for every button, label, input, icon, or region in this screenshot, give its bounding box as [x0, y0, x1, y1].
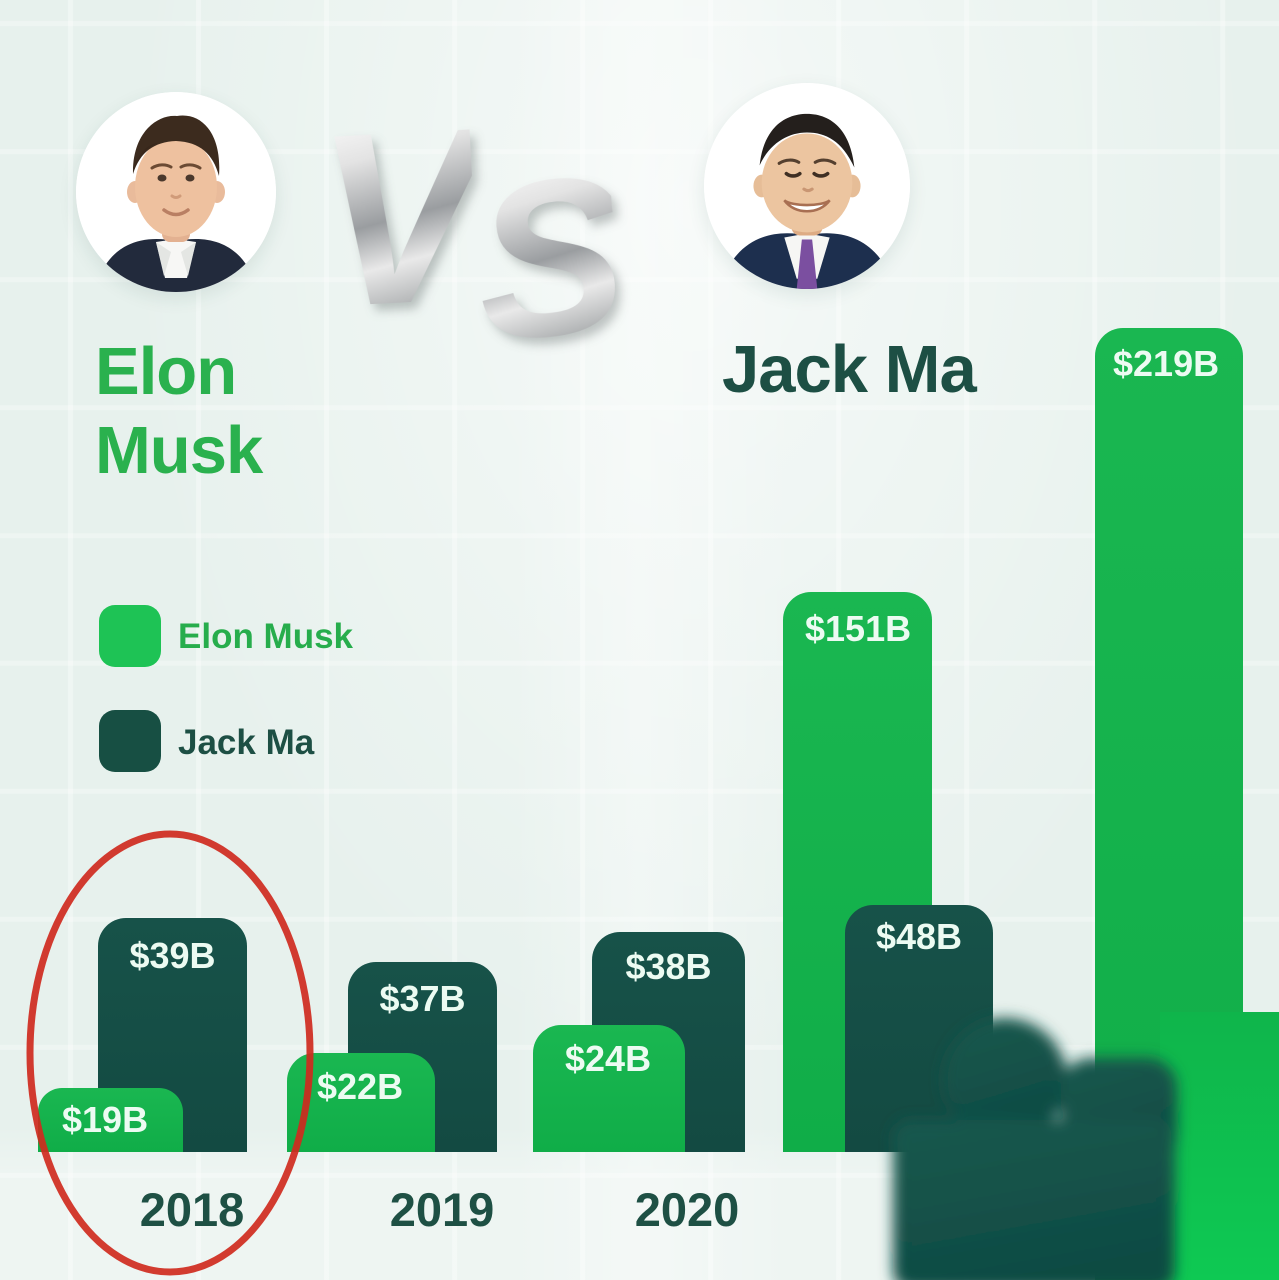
bar-value-label: $37B: [379, 978, 466, 1019]
jack-name: Jack Ma: [722, 332, 977, 407]
legend-swatch-elon: [99, 605, 161, 667]
bar-jack-2018: $39B: [98, 918, 247, 1152]
elon-name: Elon Musk: [95, 334, 263, 488]
green-corner-block: [1160, 1012, 1279, 1280]
legend-label-jack: Jack Ma: [178, 723, 315, 762]
year-label-2020: 2020: [634, 1183, 740, 1236]
legend-swatch-jack: [99, 710, 161, 772]
bar-value-label: $39B: [129, 935, 216, 976]
vs-letter-s: S: [465, 129, 628, 389]
bar-elon-2018: $19B: [38, 1088, 183, 1152]
bar-value-label: $19B: [62, 1099, 149, 1140]
bar-elon-2020: $24B: [533, 1025, 685, 1152]
year-label-2019: 2019: [389, 1183, 495, 1236]
highlight-ellipse-2018: [26, 830, 314, 1276]
bar-value-label: $22B: [317, 1066, 404, 1107]
jack-photo-circle: [704, 83, 910, 289]
elon-musk-portrait-illustration: [76, 92, 276, 292]
thumbs-up-sticker: [893, 1018, 1177, 1280]
jack-ma-portrait-illustration: [704, 83, 910, 289]
bar-value-label: $48B: [875, 916, 963, 957]
bar-value-label: $151B: [805, 608, 912, 649]
bar-value-label: $38B: [625, 946, 712, 987]
year-label-2018: 2018: [139, 1183, 245, 1236]
elon-photo-circle: [76, 92, 276, 292]
bar-value-label: $219B: [1113, 343, 1220, 384]
bar-value-label: $24B: [565, 1038, 652, 1079]
vs-letter-v: V: [310, 76, 482, 360]
legend-label-elon: Elon Musk: [178, 617, 354, 656]
vs-text: VS: [310, 76, 627, 389]
